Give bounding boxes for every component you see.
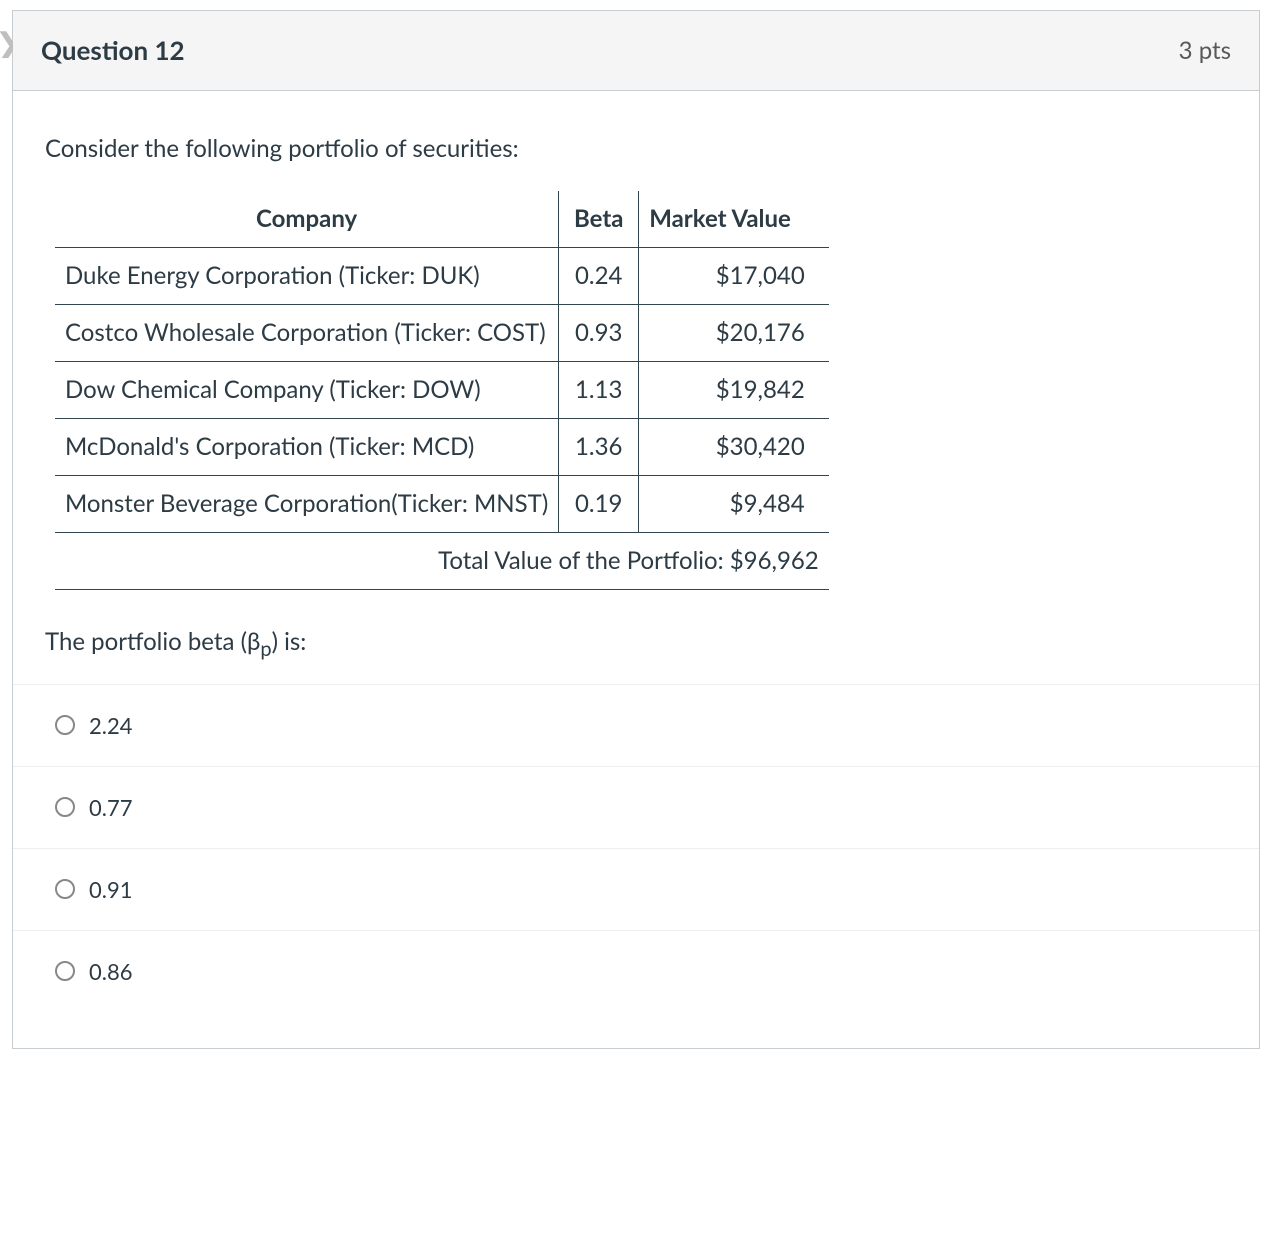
cell-beta: 1.13	[559, 362, 639, 419]
table-header-row: Company Beta Market Value	[55, 191, 829, 248]
table-row: Costco Wholesale Corporation (Ticker: CO…	[55, 305, 829, 362]
cell-company: Dow Chemical Company (Ticker: DOW)	[55, 362, 559, 419]
question-body: Consider the following portfolio of secu…	[13, 91, 1259, 1048]
question-card: Question 12 3 pts Consider the following…	[12, 10, 1260, 1049]
cell-company: Costco Wholesale Corporation (Ticker: CO…	[55, 305, 559, 362]
option-label: 0.77	[89, 791, 132, 824]
answer-option[interactable]: 2.24	[13, 684, 1259, 766]
cell-mv: $17,040	[639, 248, 829, 305]
question-points: 3 pts	[1179, 33, 1231, 69]
col-beta: Beta	[559, 191, 639, 248]
previous-question-arrow-icon[interactable]: ❯	[0, 28, 13, 58]
cell-beta: 0.19	[559, 476, 639, 533]
col-company: Company	[55, 191, 559, 248]
answer-options: 2.24 0.77 0.91 0.86	[13, 684, 1259, 1018]
question-header: Question 12 3 pts	[13, 11, 1259, 91]
answer-option[interactable]: 0.77	[13, 766, 1259, 848]
answer-option[interactable]: 0.91	[13, 848, 1259, 930]
option-label: 0.86	[89, 955, 132, 988]
table-total-row: Total Value of the Portfolio: $96,962	[55, 533, 829, 590]
answer-option[interactable]: 0.86	[13, 930, 1259, 1018]
cell-company: Monster Beverage Corporation(Ticker: MNS…	[55, 476, 559, 533]
table-row: Dow Chemical Company (Ticker: DOW) 1.13 …	[55, 362, 829, 419]
cell-beta: 0.24	[559, 248, 639, 305]
cell-mv: $19,842	[639, 362, 829, 419]
table-row: McDonald's Corporation (Ticker: MCD) 1.3…	[55, 419, 829, 476]
total-value: Total Value of the Portfolio: $96,962	[55, 533, 829, 590]
cell-mv: $30,420	[639, 419, 829, 476]
cell-mv: $20,176	[639, 305, 829, 362]
table-row: Duke Energy Corporation (Ticker: DUK) 0.…	[55, 248, 829, 305]
radio-icon	[55, 961, 75, 981]
radio-icon	[55, 715, 75, 735]
cell-beta: 1.36	[559, 419, 639, 476]
option-label: 0.91	[89, 873, 132, 906]
table-row: Monster Beverage Corporation(Ticker: MNS…	[55, 476, 829, 533]
col-market-value: Market Value	[639, 191, 829, 248]
cell-mv: $9,484	[639, 476, 829, 533]
portfolio-table: Company Beta Market Value Duke Energy Co…	[55, 191, 829, 590]
question-title: Question 12	[41, 31, 185, 70]
radio-icon	[55, 797, 75, 817]
prompt-tail: The portfolio beta (βp) is:	[45, 624, 1227, 664]
cell-company: Duke Energy Corporation (Ticker: DUK)	[55, 248, 559, 305]
radio-icon	[55, 879, 75, 899]
cell-company: McDonald's Corporation (Ticker: MCD)	[55, 419, 559, 476]
cell-beta: 0.93	[559, 305, 639, 362]
option-label: 2.24	[89, 709, 132, 742]
prompt-intro: Consider the following portfolio of secu…	[45, 131, 1227, 167]
